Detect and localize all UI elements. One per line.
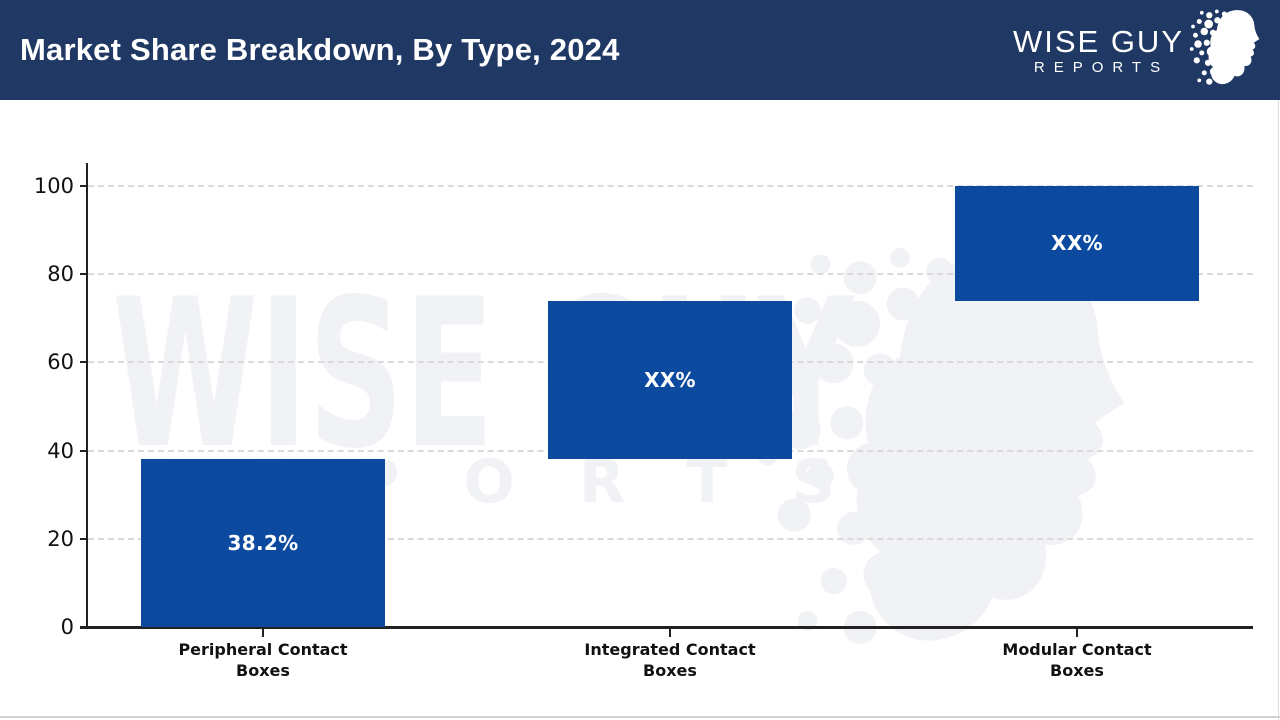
bar: 38.2% — [141, 458, 385, 627]
gridline — [88, 537, 1253, 540]
bar-value-label: XX% — [644, 367, 696, 392]
y-axis-tick-label: 60 — [47, 350, 74, 375]
y-axis-tick — [80, 449, 88, 452]
bar: XX% — [955, 186, 1199, 301]
y-axis-tick — [80, 273, 88, 276]
logo-text: WISE GUY REPORTS — [1013, 26, 1184, 75]
gridline — [88, 273, 1253, 276]
bar: XX% — [548, 300, 792, 459]
wise-guy-reports-logo: WISE GUY REPORTS — [1013, 7, 1260, 93]
logo-name: WISE GUY — [1012, 23, 1184, 59]
y-axis-tick-label: 20 — [47, 526, 74, 551]
y-axis-tick-label: 40 — [47, 438, 74, 463]
right-edge-line — [1278, 100, 1279, 720]
x-axis-tick — [262, 629, 264, 637]
y-axis-line — [86, 163, 88, 627]
x-category-label: Modular Contact Boxes — [1002, 640, 1152, 680]
bottom-edge-line — [0, 716, 1280, 718]
logo-face-dots-icon — [1189, 9, 1260, 85]
y-axis-tick — [80, 185, 88, 187]
page-title: Market Share Breakdown, By Type, 2024 — [20, 32, 620, 67]
y-axis-tick — [80, 537, 88, 540]
y-axis-tick-label: 100 — [33, 174, 74, 198]
gridline — [88, 185, 1253, 187]
x-category-label: Integrated Contact Boxes — [584, 640, 756, 680]
y-axis-tick — [80, 361, 88, 364]
y-axis-tick-label: 0 — [60, 615, 74, 639]
plot: 0 20 40 60 80 100 38.2% Peripheral Contact Boxe… — [0, 100, 1280, 720]
bar-value-label: XX% — [1051, 231, 1103, 256]
x-axis-tick — [669, 629, 671, 637]
y-axis-tick-label: 80 — [47, 262, 74, 287]
x-axis-tick — [1076, 629, 1078, 637]
logo-tagline: REPORTS — [1033, 58, 1170, 76]
x-axis-line — [80, 626, 1253, 629]
header-bar: Market Share Breakdown, By Type, 2024 WI… — [0, 0, 1280, 100]
chart-area: WISE GUY REPORTS 02040608010038.2%Periph… — [0, 100, 1280, 720]
x-category-label: Peripheral Contact Boxes — [178, 640, 348, 680]
bar-value-label: 38.2% — [227, 530, 299, 555]
